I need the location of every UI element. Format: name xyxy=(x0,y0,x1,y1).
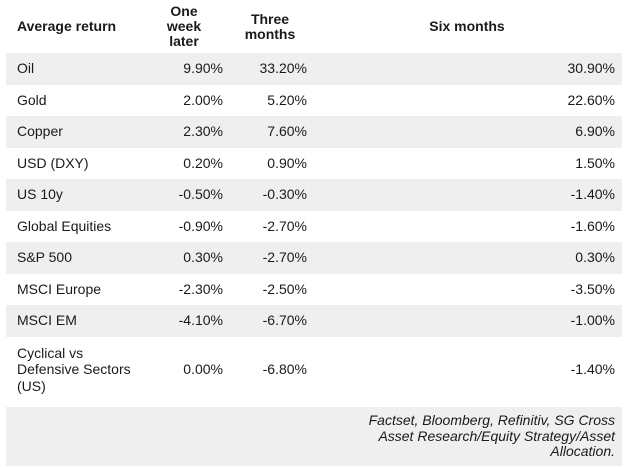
six-months-value: 1.50% xyxy=(575,154,615,171)
row-label: Cyclical vs Defensive Sectors (US) xyxy=(17,344,131,395)
one-week-value: 0.00% xyxy=(183,361,223,378)
three-months-value: 7.60% xyxy=(267,123,307,140)
three-months-value: -6.70% xyxy=(262,312,307,329)
table-footer: Factset, Bloomberg, Refinitiv, SG Cross … xyxy=(6,406,622,466)
one-week-value: 9.90% xyxy=(183,60,223,77)
table-row-msci-em: MSCI EM -4.10% -6.70% -1.00% xyxy=(6,305,622,337)
three-months-value: -2.70% xyxy=(262,249,307,266)
source-note: Factset, Bloomberg, Refinitiv, SG Cross … xyxy=(368,412,615,460)
six-months-value: 22.60% xyxy=(567,91,615,108)
three-months-value: 5.20% xyxy=(267,91,307,108)
row-label: USD (DXY) xyxy=(17,154,89,171)
row-label: US 10y xyxy=(17,186,63,203)
table-row-global-equities: Global Equities -0.90% -2.70% -1.60% xyxy=(6,211,622,243)
six-months-value: 30.90% xyxy=(567,60,615,77)
table-row-usd-dxy: USD (DXY) 0.20% 0.90% 1.50% xyxy=(6,148,622,180)
row-label: MSCI Europe xyxy=(17,280,102,297)
column-header-label: Three months xyxy=(244,10,296,42)
table-row-us-10y: US 10y -0.50% -0.30% -1.40% xyxy=(6,179,622,211)
row-label: S&P 500 xyxy=(17,249,73,266)
table-row-copper: Copper 2.30% 7.60% 6.90% xyxy=(6,116,622,148)
column-header-label: Six months xyxy=(429,18,505,34)
six-months-value: 0.30% xyxy=(575,249,615,266)
one-week-value: 2.30% xyxy=(183,123,223,140)
table-row-cyclical-vs-defensive: Cyclical vs Defensive Sectors (US) 0.00%… xyxy=(6,337,622,403)
six-months-value: -1.40% xyxy=(570,361,615,378)
row-label: Oil xyxy=(17,60,35,77)
row-label: MSCI EM xyxy=(17,312,77,329)
column-header-three-months: Three months xyxy=(228,10,312,42)
six-months-value: -1.00% xyxy=(570,312,615,329)
table-header: Average return One week later Three mont… xyxy=(6,0,622,53)
table-body: Oil 9.90% 33.20% 30.90% Gold 2.00% 5.20%… xyxy=(6,53,622,403)
table-row-sp-500: S&P 500 0.30% -2.70% 0.30% xyxy=(6,242,622,274)
one-week-value: 0.20% xyxy=(183,154,223,171)
row-label: Global Equities xyxy=(17,217,112,234)
table-row-oil: Oil 9.90% 33.20% 30.90% xyxy=(6,53,622,85)
one-week-value: 0.30% xyxy=(183,249,223,266)
six-months-value: -1.40% xyxy=(570,186,615,203)
one-week-value: -0.90% xyxy=(178,217,223,234)
column-header-average-return: Average return xyxy=(6,19,140,34)
six-months-value: 6.90% xyxy=(575,123,615,140)
column-header-six-months: Six months xyxy=(312,19,622,34)
table-row-msci-europe: MSCI Europe -2.30% -2.50% -3.50% xyxy=(6,274,622,306)
three-months-value: 0.90% xyxy=(267,154,307,171)
one-week-value: -2.30% xyxy=(178,280,223,297)
three-months-value: -2.50% xyxy=(262,280,307,297)
header-row: Average return One week later Three mont… xyxy=(6,0,622,53)
row-label: Gold xyxy=(17,91,47,108)
three-months-value: 33.20% xyxy=(259,60,307,77)
one-week-value: 2.00% xyxy=(183,91,223,108)
column-header-label: One week later xyxy=(166,3,202,49)
row-label: Copper xyxy=(17,123,63,140)
three-months-value: -0.30% xyxy=(262,186,307,203)
one-week-value: -0.50% xyxy=(178,186,223,203)
column-header-one-week-later: One week later xyxy=(140,4,228,49)
one-week-value: -4.10% xyxy=(178,312,223,329)
column-header-label: Average return xyxy=(17,18,117,34)
six-months-value: -3.50% xyxy=(570,280,615,297)
table-row-gold: Gold 2.00% 5.20% 22.60% xyxy=(6,85,622,117)
three-months-value: -2.70% xyxy=(262,217,307,234)
six-months-value: -1.60% xyxy=(570,217,615,234)
three-months-value: -6.80% xyxy=(262,361,307,378)
